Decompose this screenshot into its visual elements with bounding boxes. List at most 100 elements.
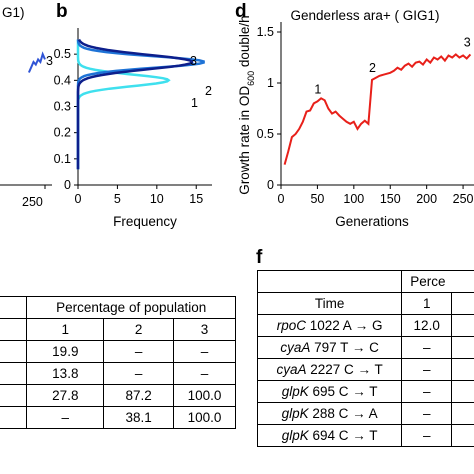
panel-d-x-tick-label: 100 [343,192,364,206]
panel-d-y-label-main: Growth rate in OD [237,86,252,195]
table-cell: – [103,340,175,363]
table-cell: – [401,358,453,381]
mutation-text: 2227 C → T [310,362,383,377]
mutation-text: 694 C → T [312,428,378,443]
panel-b-y-tick-label: 0.5 [54,47,71,61]
table-cell: – [401,402,453,425]
table-row: glpK 695 C → T – [256,380,474,403]
table-e-header: Percentage of population [26,296,236,319]
panel-d-x-label: Generations [335,214,409,229]
panel-d-x-tick-label: 200 [416,192,437,206]
table-e-header-row: Percentage of population [0,296,236,319]
table-row: rpoC 1022 A → G 12.0 [256,314,474,337]
table-f-blank-cell [451,314,474,337]
table-f-blank-cell [451,402,474,425]
table-f-mutation-cell: cyaA 797 T → C [256,336,403,359]
panel-b: b 0 0.1 0.2 0.3 0.4 0.5 0 5 10 15 3 2 1 Frequenc… [54,1,212,229]
mutation-text: 288 C → A [312,406,378,421]
table-e-blank-cell [0,384,28,407]
panel-a-title-fragment: G1) [2,5,25,20]
panel-d-x-tick-label: 0 [278,192,285,206]
table-cell: – [103,362,175,385]
panel-b-y-tick-label: 0 [64,178,71,192]
gene-name: cyaA [276,362,307,377]
table-e-blank-cell [0,296,28,319]
panel-b-series-1 [76,39,171,170]
table-f-blank-cell [256,270,403,293]
panel-d-annotation-2: 2 [369,61,376,75]
gene-name: glpK [281,384,309,399]
table-f-blank-cell [451,380,474,403]
gene-name: glpK [281,428,309,443]
gene-name: cyaA [280,340,311,355]
panel-a-series-line [27,51,46,73]
table-row: cyaA 797 T → C – [256,336,474,359]
panel-d-annotation-1: 1 [314,82,321,96]
panel-b-label-1: 1 [191,96,198,110]
table-cell: – [401,424,453,447]
table-f-time-col-1: 1 [401,292,453,315]
table-cell: 19.9 [26,340,105,363]
panel-d-y-label: Growth rate in OD600 double/h [237,15,256,194]
panel-d-x-tick-label: 150 [380,192,401,206]
panel-d-annotation-3: 3 [464,35,471,49]
table-e-col-2: 2 [103,318,175,341]
table-cell: 100.0 [173,406,236,429]
table-cell: – [401,336,453,359]
table-row: glpK 694 C → T – [256,424,474,447]
panel-b-y-tick-label: 0.4 [54,73,71,87]
table-cell: – [401,380,453,403]
table-f-time-row: Time 1 [256,292,474,315]
panel-a-x-tick-label: 250 [22,195,43,209]
table-e-col-1: 1 [26,318,105,341]
table-e-blank-cell [0,340,28,363]
panel-d-y-tick-label: 1.5 [257,25,274,39]
table-cell: – [26,406,105,429]
table-cell: 12.0 [401,314,453,337]
table-cell: 13.8 [26,362,105,385]
mutation-text: 1022 A → G [309,318,383,333]
mutation-text: 695 C → T [312,384,378,399]
panel-b-series-3 [76,38,194,170]
table-f-blank-cell [451,424,474,447]
table-row: 27.8 87.2 100.0 [0,384,236,407]
panel-letter-d: d [235,1,247,22]
panel-b-y-tick-label: 0.1 [54,152,71,166]
panel-b-x-tick-label: 0 [75,192,82,206]
panel-d-x-tick-label: 50 [310,192,324,206]
panel-b-x-tick-label: 5 [114,192,121,206]
gene-name: glpK [281,406,309,421]
table-cell: – [173,340,236,363]
panel-d-y-ticks: 0 0.5 1 1.5 [257,25,281,192]
table-f-mutation-cell: glpK 694 C → T [256,424,403,447]
table-f-time-label: Time [256,292,403,315]
table-e-blank-cell [0,406,28,429]
table-e-blank-cell [0,318,28,341]
panel-b-label-3: 3 [190,54,197,68]
table-cell: – [173,362,236,385]
table-f-blank-cell [451,292,474,315]
table-f-header: Perce [401,270,474,293]
table-f-blank-cell [451,358,474,381]
table-f-blank-cell [451,336,474,359]
panel-d-y-tick-label: 0.5 [257,127,274,141]
table-e-blank-cell [0,362,28,385]
table-f: Perce Time 1 rpoC 1022 A → G 12.0 cyaA 7… [256,270,474,447]
panel-b-x-tick-label: 15 [189,192,203,206]
panel-letter-b: b [56,1,68,22]
panel-d-annotations: 1 2 3 [314,35,470,96]
panel-d-x-ticks: 0 50 100 150 200 250 [278,185,474,206]
panel-b-y-tick-label: 0.2 [54,126,71,140]
panel-b-series [76,38,205,170]
panel-d-title: Genderless ara+ ( GIG1) [291,8,440,23]
table-row: glpK 288 C → A – [256,402,474,425]
table-f-mutation-cell: glpK 695 C → T [256,380,403,403]
table-f-mutation-cell: glpK 288 C → A [256,402,403,425]
panel-d-series-line [283,53,472,165]
table-cell: 27.8 [26,384,105,407]
table-row: – 38.1 100.0 [0,406,236,429]
panel-b-x-ticks: 0 5 10 15 [75,185,203,206]
mutation-text: 797 T → C [314,340,379,355]
panel-b-x-tick-label: 10 [150,192,164,206]
